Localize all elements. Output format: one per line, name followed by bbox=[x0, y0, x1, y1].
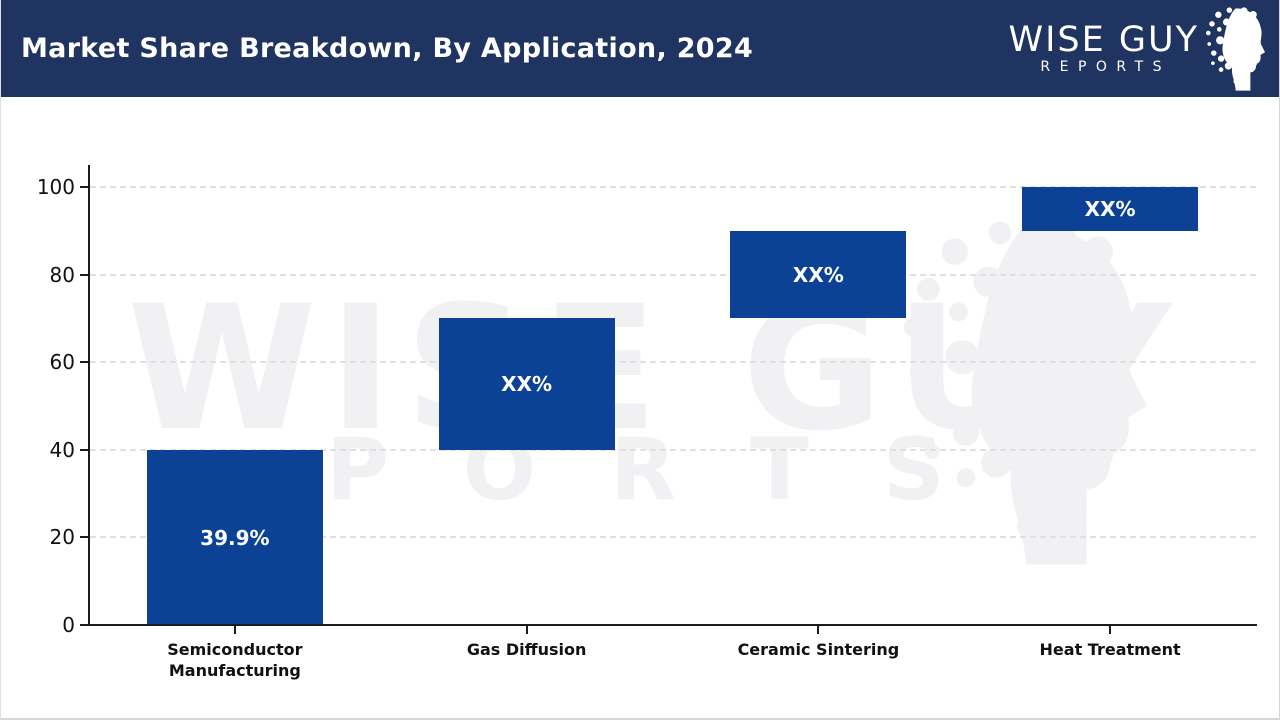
y-axis-tick-label: 60 bbox=[49, 350, 75, 375]
gridline-y40 bbox=[90, 448, 1256, 451]
x-axis-category-label: Gas Diffusion bbox=[466, 640, 587, 659]
logo-wordmark: WISE GUY REPORTS bbox=[1008, 19, 1199, 76]
bar-segment bbox=[1022, 187, 1199, 231]
x-axis-category-label: Ceramic Sintering bbox=[737, 640, 900, 659]
x-axis-tick bbox=[1109, 626, 1112, 634]
bar-value-label: XX% bbox=[792, 262, 844, 287]
chart-title: Market Share Breakdown, By Application, … bbox=[21, 33, 754, 64]
x-axis-category-label: Semiconductor Manufacturing bbox=[167, 640, 303, 680]
y-axis-tick-label: 100 bbox=[36, 175, 75, 199]
x-axis-tick bbox=[817, 626, 820, 634]
y-axis-tick bbox=[80, 186, 88, 188]
logo-wordmark-line1: WISE GUY bbox=[1008, 19, 1199, 60]
y-axis-tick bbox=[80, 624, 88, 626]
bar-value-label: 39.9% bbox=[200, 525, 270, 550]
brand-logo: WISE GUY REPORTS bbox=[1008, 5, 1265, 93]
gridline-y60 bbox=[90, 361, 1256, 364]
y-axis-line bbox=[88, 165, 90, 626]
bar-value-label: XX% bbox=[1084, 196, 1136, 221]
bar-value-label: XX% bbox=[501, 372, 553, 397]
y-axis-tick bbox=[80, 361, 88, 364]
gridline-y100 bbox=[90, 186, 1256, 188]
y-axis-tick bbox=[80, 448, 88, 451]
y-axis-tick-label: 20 bbox=[49, 525, 75, 550]
watermark-text-line2: P O R T S bbox=[326, 420, 967, 520]
y-axis-tick bbox=[80, 273, 88, 276]
x-axis-tick bbox=[233, 626, 236, 634]
x-axis-tick bbox=[525, 626, 528, 634]
header-bar: Market Share Breakdown, By Application, … bbox=[1, 0, 1279, 97]
x-axis-line bbox=[88, 624, 1257, 626]
bar-segment bbox=[146, 450, 323, 625]
y-axis-tick-label: 0 bbox=[62, 613, 75, 637]
bar-segment bbox=[438, 318, 615, 450]
x-axis-category-label: Heat Treatment bbox=[1039, 640, 1181, 659]
logo-wordmark-line2: REPORTS bbox=[1040, 59, 1172, 76]
bar-segment bbox=[730, 230, 907, 319]
y-axis-tick-label: 40 bbox=[49, 437, 75, 462]
y-axis-tick bbox=[80, 536, 88, 539]
gridline-y80 bbox=[90, 273, 1256, 276]
logo-face-icon bbox=[1206, 6, 1265, 91]
gridline-y20 bbox=[90, 536, 1256, 539]
watermark-face-icon bbox=[903, 221, 1147, 565]
y-axis-tick-label: 80 bbox=[49, 262, 75, 287]
